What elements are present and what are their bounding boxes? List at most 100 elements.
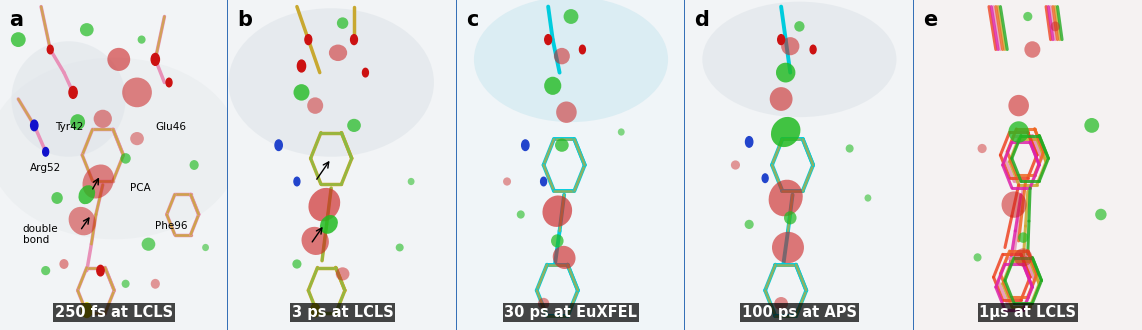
Ellipse shape [228, 8, 434, 157]
Text: b: b [238, 10, 252, 30]
Circle shape [31, 120, 38, 131]
Ellipse shape [552, 234, 564, 248]
Text: 3 ps at LCLS: 3 ps at LCLS [291, 305, 394, 320]
Ellipse shape [785, 211, 797, 224]
Ellipse shape [556, 102, 577, 123]
Ellipse shape [731, 160, 740, 170]
Text: Tyr42: Tyr42 [55, 122, 83, 132]
Ellipse shape [11, 32, 25, 47]
Ellipse shape [59, 259, 69, 269]
Circle shape [305, 35, 312, 45]
Ellipse shape [0, 58, 240, 239]
Ellipse shape [11, 41, 126, 157]
Ellipse shape [94, 110, 112, 128]
Ellipse shape [517, 211, 525, 219]
Ellipse shape [122, 78, 152, 107]
Text: a: a [9, 10, 23, 30]
Circle shape [351, 35, 357, 45]
Circle shape [82, 303, 91, 317]
Ellipse shape [1024, 41, 1040, 58]
Ellipse shape [202, 244, 209, 251]
Ellipse shape [308, 188, 340, 221]
Ellipse shape [1023, 12, 1032, 21]
Ellipse shape [71, 114, 86, 130]
Ellipse shape [769, 180, 803, 216]
Circle shape [47, 45, 54, 54]
Ellipse shape [774, 297, 788, 310]
Ellipse shape [137, 36, 146, 44]
Ellipse shape [107, 48, 130, 71]
Ellipse shape [978, 144, 987, 153]
Ellipse shape [702, 2, 896, 117]
Ellipse shape [781, 37, 799, 55]
Ellipse shape [122, 280, 130, 288]
Circle shape [151, 53, 160, 65]
Ellipse shape [80, 23, 94, 36]
Text: Glu46: Glu46 [155, 122, 186, 132]
Ellipse shape [79, 185, 95, 204]
Circle shape [97, 265, 104, 276]
Ellipse shape [82, 164, 114, 199]
Ellipse shape [347, 119, 361, 132]
Text: Arg52: Arg52 [30, 163, 61, 173]
Ellipse shape [554, 48, 570, 64]
Text: e: e [923, 10, 936, 30]
Ellipse shape [474, 0, 668, 122]
Text: d: d [694, 10, 709, 30]
Circle shape [275, 140, 282, 150]
Ellipse shape [845, 144, 853, 152]
Circle shape [522, 140, 529, 150]
Ellipse shape [771, 117, 801, 147]
Circle shape [545, 35, 552, 45]
Circle shape [746, 137, 753, 147]
Ellipse shape [130, 132, 144, 145]
Ellipse shape [337, 17, 348, 29]
Ellipse shape [1051, 21, 1060, 31]
Ellipse shape [555, 139, 569, 152]
Ellipse shape [51, 192, 63, 204]
Ellipse shape [545, 77, 562, 95]
Ellipse shape [69, 207, 96, 235]
Ellipse shape [121, 153, 131, 164]
Ellipse shape [151, 279, 160, 289]
Ellipse shape [1085, 118, 1100, 133]
Ellipse shape [542, 195, 572, 227]
Ellipse shape [1002, 191, 1027, 218]
Ellipse shape [770, 87, 793, 111]
Ellipse shape [41, 266, 50, 275]
Ellipse shape [864, 194, 871, 202]
Ellipse shape [190, 160, 199, 170]
Circle shape [166, 78, 172, 87]
Ellipse shape [553, 246, 576, 269]
Ellipse shape [1095, 209, 1107, 220]
Ellipse shape [292, 259, 301, 269]
Ellipse shape [1019, 232, 1029, 243]
Ellipse shape [336, 267, 349, 280]
Text: Phe96: Phe96 [155, 221, 187, 231]
Circle shape [778, 35, 785, 45]
Ellipse shape [502, 178, 512, 185]
Circle shape [42, 148, 49, 156]
Circle shape [579, 45, 586, 54]
Circle shape [69, 86, 78, 98]
Circle shape [540, 177, 547, 186]
Ellipse shape [1008, 121, 1029, 143]
Ellipse shape [408, 178, 415, 185]
Circle shape [297, 60, 306, 72]
Ellipse shape [1014, 248, 1032, 267]
Ellipse shape [395, 244, 404, 251]
Ellipse shape [301, 227, 329, 255]
Ellipse shape [745, 220, 754, 229]
Circle shape [311, 304, 320, 317]
Ellipse shape [142, 238, 155, 251]
Text: 1μs at LCLS: 1μs at LCLS [980, 305, 1076, 320]
Circle shape [362, 68, 369, 77]
Text: c: c [466, 10, 478, 30]
Ellipse shape [772, 232, 804, 263]
Ellipse shape [618, 128, 625, 136]
Ellipse shape [320, 215, 338, 234]
Text: PCA: PCA [130, 183, 151, 193]
Circle shape [762, 174, 769, 182]
Ellipse shape [795, 21, 805, 32]
Text: 250 fs at LCLS: 250 fs at LCLS [55, 305, 174, 320]
